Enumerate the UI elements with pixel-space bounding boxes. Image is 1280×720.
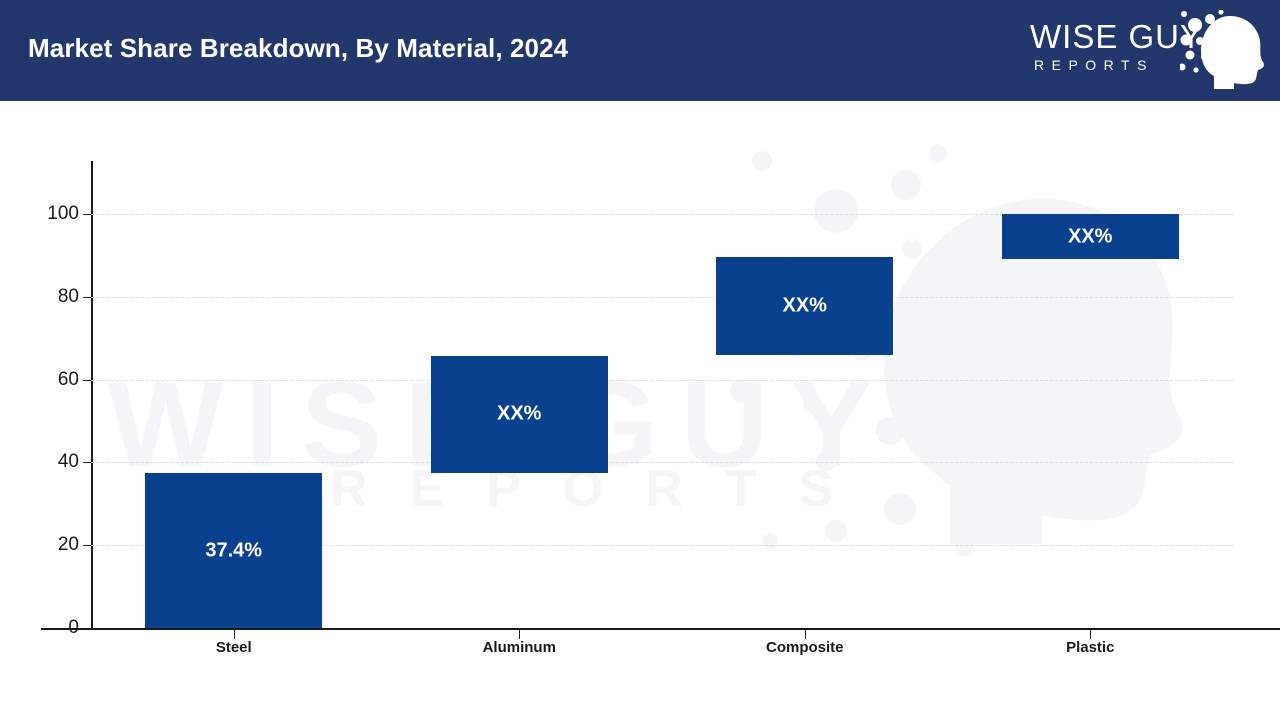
bar-value-label: XX% [782, 294, 827, 317]
y-axis-tick-mark [83, 628, 91, 629]
x-axis-tick-mark [519, 630, 521, 639]
x-axis-category-label-steel: Steel [215, 639, 252, 656]
page-header: Market Share Breakdown, By Material, 202… [0, 0, 1280, 101]
logo-subwordmark: REPORTS [1034, 57, 1154, 73]
bar-composite[interactable]: XX% [716, 257, 894, 355]
bar-steel[interactable]: 37.4% [145, 473, 323, 628]
y-axis-tick-label: 40 [57, 451, 79, 473]
bar-value-label: XX% [497, 402, 542, 425]
y-axis-tick-mark [83, 462, 91, 464]
y-axis-tick-label: 0 [68, 617, 79, 638]
bar-plastic[interactable]: XX% [1001, 213, 1179, 260]
x-axis-tick-mark [804, 630, 806, 639]
bar-value-label: 37.4% [205, 539, 263, 562]
x-axis-line [41, 628, 1280, 631]
chart-area: WISE GUY REPORTS 0 20 40 60 80 100 37.4% Steel X… [0, 101, 1280, 720]
x-axis-tick-mark [1090, 630, 1092, 639]
page-title: Market Share Breakdown, By Material, 202… [28, 33, 569, 63]
y-axis-tick-mark [83, 379, 91, 381]
bar-value-label: XX% [1068, 225, 1113, 248]
bar-aluminum[interactable]: XX% [430, 355, 608, 474]
x-axis-category-label-composite: Composite [765, 639, 844, 656]
x-axis-category-label-plastic: Plastic [1066, 639, 1115, 656]
wise-guy-head-icon [1180, 10, 1265, 89]
y-axis-tick-label: 20 [57, 534, 79, 556]
y-axis-tick-label: 60 [57, 368, 79, 390]
logo-wordmark: WISE GUY [1030, 18, 1204, 55]
y-axis-tick-mark [83, 545, 91, 547]
gridline [91, 379, 1233, 381]
gridline [91, 545, 1233, 547]
gridline [91, 296, 1233, 298]
y-axis-tick-label: 80 [57, 285, 79, 307]
x-axis-category-label-aluminum: Aluminum [482, 639, 556, 656]
y-axis-line [91, 161, 93, 629]
y-axis-tick-mark [83, 213, 91, 215]
x-axis-tick-mark [233, 630, 235, 639]
y-axis-tick-label: 100 [47, 202, 79, 224]
gridline [91, 462, 1233, 464]
wise-guy-reports-logo: WISE GUY REPORTS [1022, 8, 1272, 92]
gridline [91, 213, 1233, 215]
y-axis-tick-mark [83, 296, 91, 298]
